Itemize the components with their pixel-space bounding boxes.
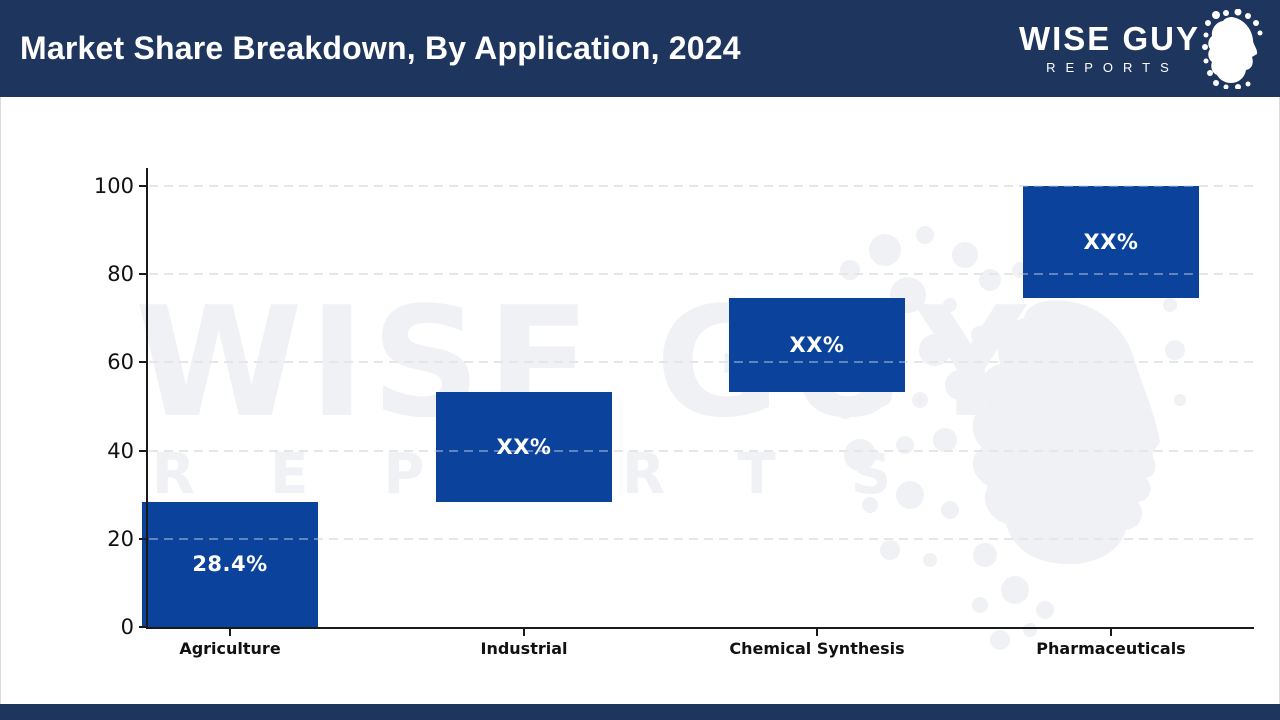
y-tick-label: 0 [120, 615, 134, 639]
category-label: Pharmaceuticals [1036, 639, 1186, 658]
y-tick [139, 537, 147, 540]
category-label: Industrial [480, 639, 568, 658]
logo-subtitle: REPORTS [1046, 60, 1179, 75]
y-gridline-overlay [149, 185, 1254, 187]
y-tick-label: 80 [107, 262, 134, 287]
x-axis-line [146, 627, 1254, 629]
y-tick-label: 100 [93, 174, 134, 198]
footer-bar [0, 704, 1280, 720]
y-gridline-overlay [149, 449, 1254, 452]
category-label: Agriculture [179, 639, 281, 658]
bar-segment: XX% [1023, 186, 1199, 299]
x-tick [1110, 629, 1112, 636]
y-gridline [149, 361, 1254, 364]
y-gridline [149, 273, 1254, 276]
y-gridline [149, 185, 1254, 187]
y-gridline-overlay [149, 273, 1254, 276]
logo-face-icon [1202, 8, 1263, 89]
y-tick-label: 20 [107, 526, 134, 551]
logo-name: WISE GUY [1018, 20, 1200, 57]
y-tick-label: 60 [107, 350, 134, 375]
x-tick [229, 629, 231, 636]
y-tick [139, 361, 147, 364]
x-tick [523, 629, 525, 636]
y-gridline-overlay [149, 537, 1254, 540]
category-label: Chemical Synthesis [729, 639, 905, 658]
bar-value-label: 28.4% [192, 552, 268, 577]
y-tick [139, 185, 147, 187]
y-gridline [149, 537, 1254, 540]
bar-segment: XX% [729, 298, 905, 393]
y-axis-line [146, 168, 148, 629]
y-tick-label: 40 [107, 438, 134, 463]
wise-guy-reports-logo: WISE GUY REPORTS [1018, 8, 1266, 89]
x-tick [816, 629, 818, 636]
bar-value-label: XX% [1083, 230, 1139, 255]
bar-value-label: XX% [496, 435, 552, 460]
logo-text: WISE GUY REPORTS [1018, 20, 1200, 76]
y-gridline-overlay [149, 361, 1254, 364]
bar-value-label: XX% [789, 333, 845, 358]
bar-segment: 28.4% [142, 501, 318, 627]
bar-segment: XX% [436, 392, 612, 502]
y-gridline [149, 449, 1254, 452]
chart-title: Market Share Breakdown, By Application, … [20, 30, 741, 66]
y-tick [139, 273, 147, 276]
header-bar: Market Share Breakdown, By Application, … [0, 0, 1280, 97]
y-tick [139, 449, 147, 452]
y-tick [139, 626, 147, 628]
